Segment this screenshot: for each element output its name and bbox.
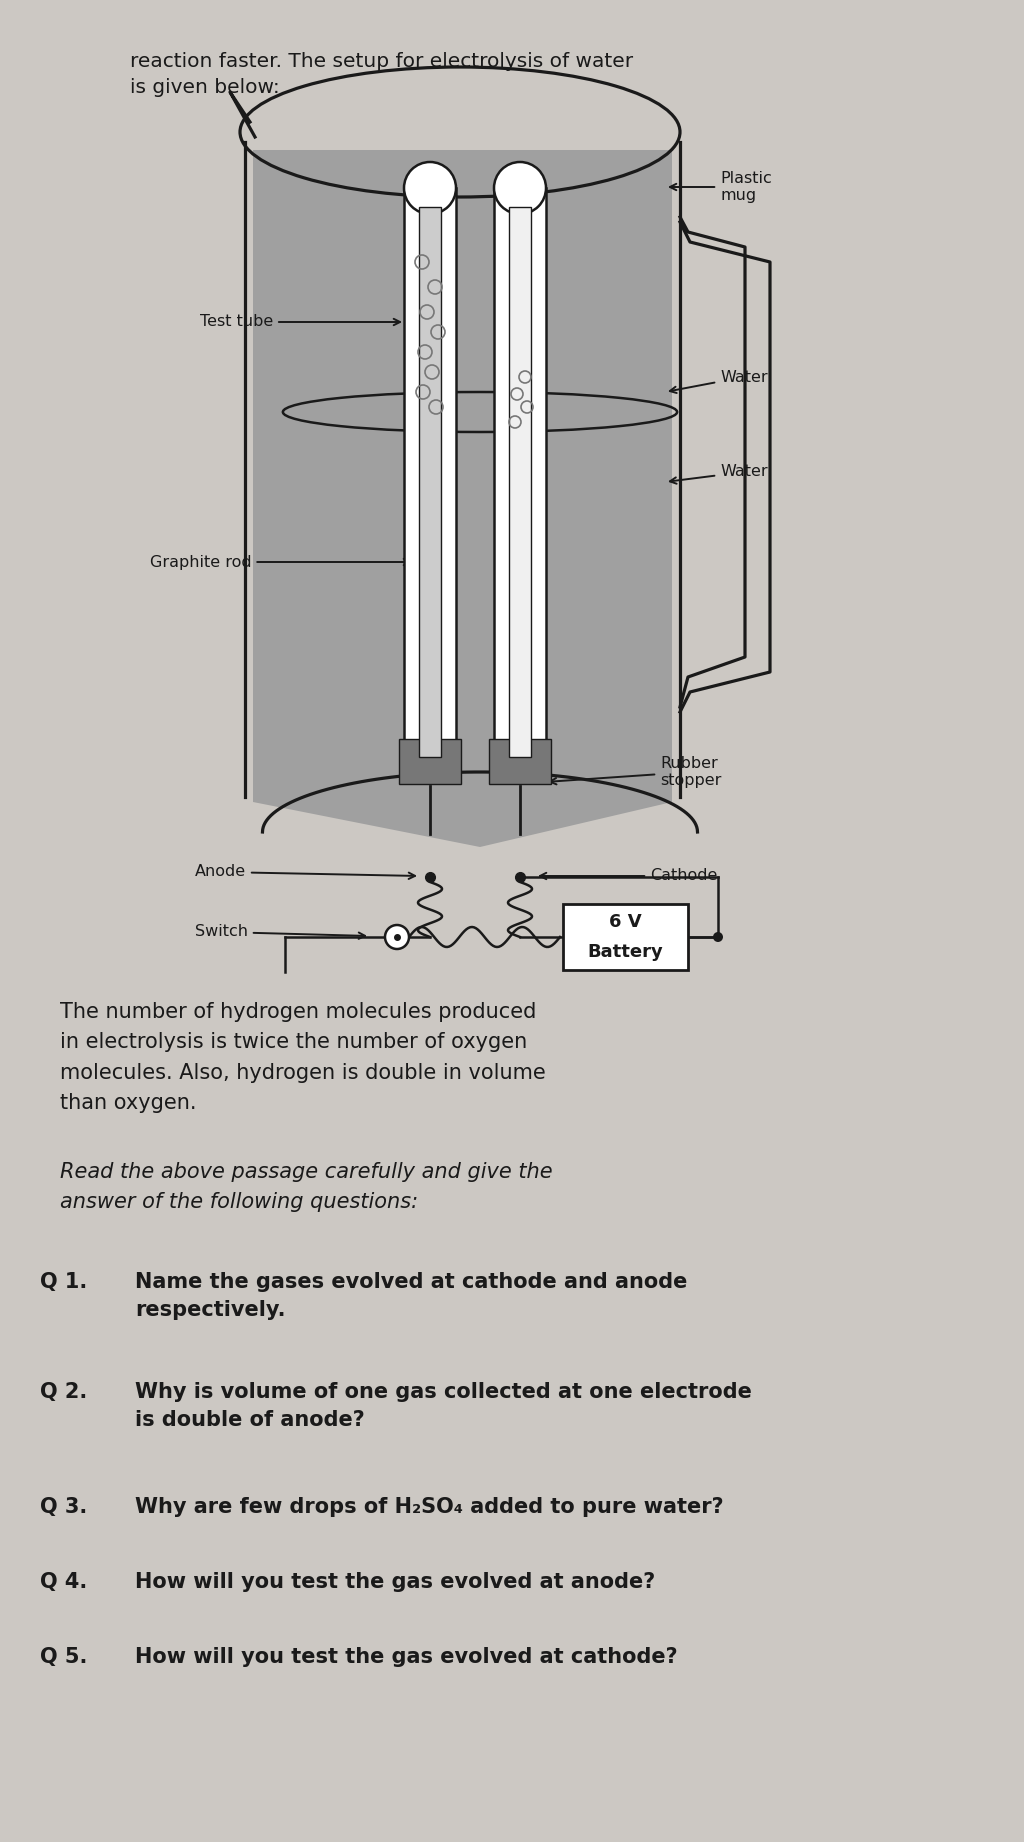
Text: Read the above passage carefully and give the
answer of the following questions:: Read the above passage carefully and giv… [60, 1162, 553, 1212]
Text: Q 4.: Q 4. [40, 1571, 87, 1591]
Text: Q 3.: Q 3. [40, 1498, 87, 1518]
Text: Q 5.: Q 5. [40, 1647, 87, 1667]
Bar [404, 188, 456, 763]
Bar [419, 206, 441, 757]
Text: reaction faster. The setup for electrolysis of water
is given below:: reaction faster. The setup for electroly… [130, 52, 633, 98]
Ellipse shape [404, 162, 456, 214]
Bar [489, 739, 551, 785]
Bar [563, 904, 688, 971]
Text: Name the gases evolved at cathode and anode
respectively.: Name the gases evolved at cathode and an… [135, 1273, 687, 1321]
Bar [399, 739, 461, 785]
Text: Plastic
mug: Plastic mug [670, 171, 772, 203]
Text: Rubber
stopper: Rubber stopper [550, 755, 721, 788]
Text: Graphite rod: Graphite rod [150, 554, 410, 569]
Text: 6 V: 6 V [609, 914, 642, 930]
Text: Water: Water [670, 464, 768, 484]
Text: Switch: Switch [195, 925, 365, 939]
Text: Water: Water [670, 370, 768, 392]
Circle shape [385, 925, 409, 949]
Text: Test tube: Test tube [200, 315, 400, 330]
Text: The number of hydrogen molecules produced
in electrolysis is twice the number of: The number of hydrogen molecules produce… [60, 1002, 546, 1113]
Text: Q 2.: Q 2. [40, 1382, 87, 1402]
Text: Q 1.: Q 1. [40, 1273, 87, 1291]
Text: Why are few drops of H₂SO₄ added to pure water?: Why are few drops of H₂SO₄ added to pure… [135, 1498, 724, 1518]
Text: How will you test the gas evolved at anode?: How will you test the gas evolved at ano… [135, 1571, 655, 1591]
Circle shape [713, 932, 723, 941]
Text: Battery: Battery [588, 943, 664, 962]
Text: How will you test the gas evolved at cathode?: How will you test the gas evolved at cat… [135, 1647, 678, 1667]
Text: Why is volume of one gas collected at one electrode
is double of anode?: Why is volume of one gas collected at on… [135, 1382, 752, 1429]
Polygon shape [253, 149, 672, 847]
Bar [509, 206, 531, 757]
Text: Cathode: Cathode [540, 868, 718, 884]
Bar [494, 188, 546, 763]
Ellipse shape [494, 162, 546, 214]
Text: Anode: Anode [195, 864, 415, 879]
